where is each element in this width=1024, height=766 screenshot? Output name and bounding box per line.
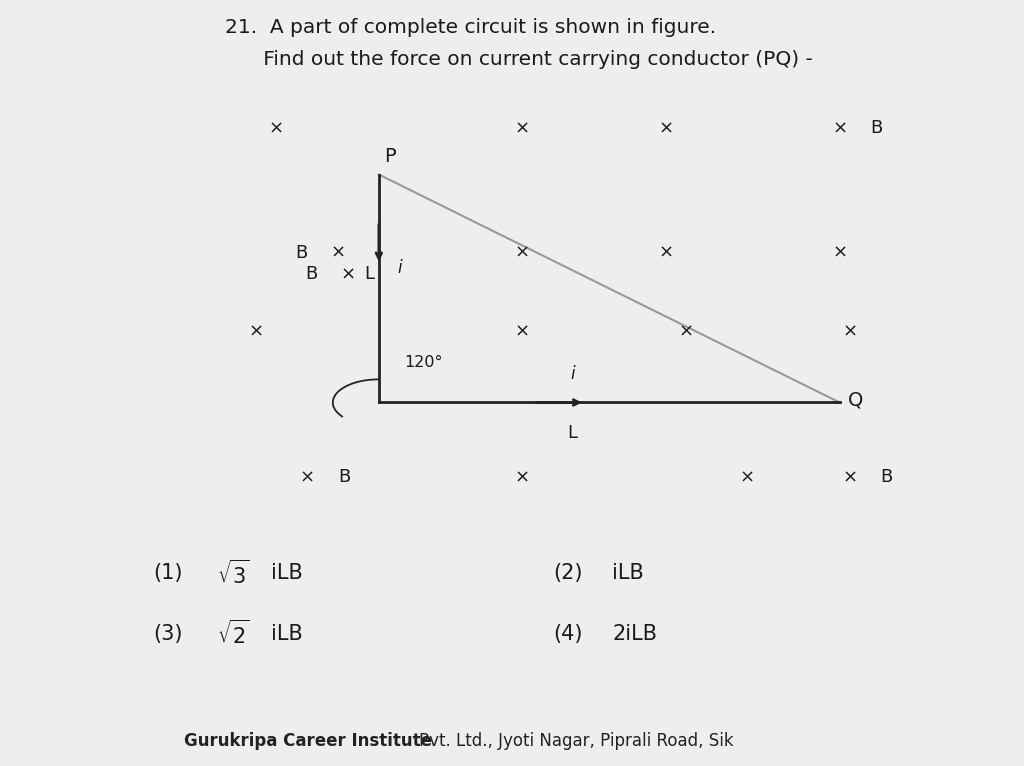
Text: ×: ×: [249, 322, 263, 340]
Text: ×: ×: [515, 468, 529, 486]
Text: B: B: [295, 244, 307, 262]
Text: ×: ×: [833, 119, 847, 137]
Text: ×: ×: [515, 322, 529, 340]
Text: ×: ×: [740, 468, 755, 486]
Text: $\sqrt{3}$: $\sqrt{3}$: [217, 559, 250, 588]
Text: i: i: [570, 365, 574, 382]
Text: L: L: [364, 265, 374, 283]
Text: ×: ×: [843, 468, 857, 486]
Text: iLB: iLB: [612, 564, 644, 584]
Text: ×: ×: [515, 119, 529, 137]
Text: (2): (2): [553, 564, 583, 584]
Text: ×: ×: [331, 244, 345, 262]
Text: ×: ×: [658, 244, 673, 262]
Text: B: B: [338, 468, 350, 486]
Text: $\sqrt{2}$: $\sqrt{2}$: [217, 620, 250, 648]
Text: iLB: iLB: [271, 564, 303, 584]
Text: iLB: iLB: [271, 624, 303, 644]
Text: 2iLB: 2iLB: [612, 624, 657, 644]
Text: ×: ×: [658, 119, 673, 137]
Text: (1): (1): [154, 564, 183, 584]
Text: 21.  A part of complete circuit is shown in figure.: 21. A part of complete circuit is shown …: [225, 18, 717, 37]
Text: ×: ×: [843, 322, 857, 340]
Text: (4): (4): [553, 624, 583, 644]
Text: Pvt. Ltd., Jyoti Nagar, Piprali Road, Sik: Pvt. Ltd., Jyoti Nagar, Piprali Road, Si…: [420, 732, 734, 750]
Text: ×: ×: [833, 244, 847, 262]
Text: B: B: [305, 265, 317, 283]
Text: Q: Q: [848, 391, 863, 410]
Text: Gurukripa Career Institute: Gurukripa Career Institute: [184, 732, 438, 750]
Text: L: L: [567, 424, 578, 442]
Text: ×: ×: [269, 119, 284, 137]
Text: ×: ×: [679, 322, 693, 340]
Text: (3): (3): [154, 624, 183, 644]
Text: 120°: 120°: [404, 355, 443, 371]
Text: Find out the force on current carrying conductor (PQ) -: Find out the force on current carrying c…: [225, 50, 813, 69]
Text: ×: ×: [341, 265, 355, 283]
Text: ×: ×: [300, 468, 314, 486]
Text: B: B: [881, 468, 893, 486]
Text: P: P: [384, 147, 395, 166]
Text: ×: ×: [515, 244, 529, 262]
Text: B: B: [870, 119, 883, 137]
Text: i: i: [397, 259, 402, 277]
